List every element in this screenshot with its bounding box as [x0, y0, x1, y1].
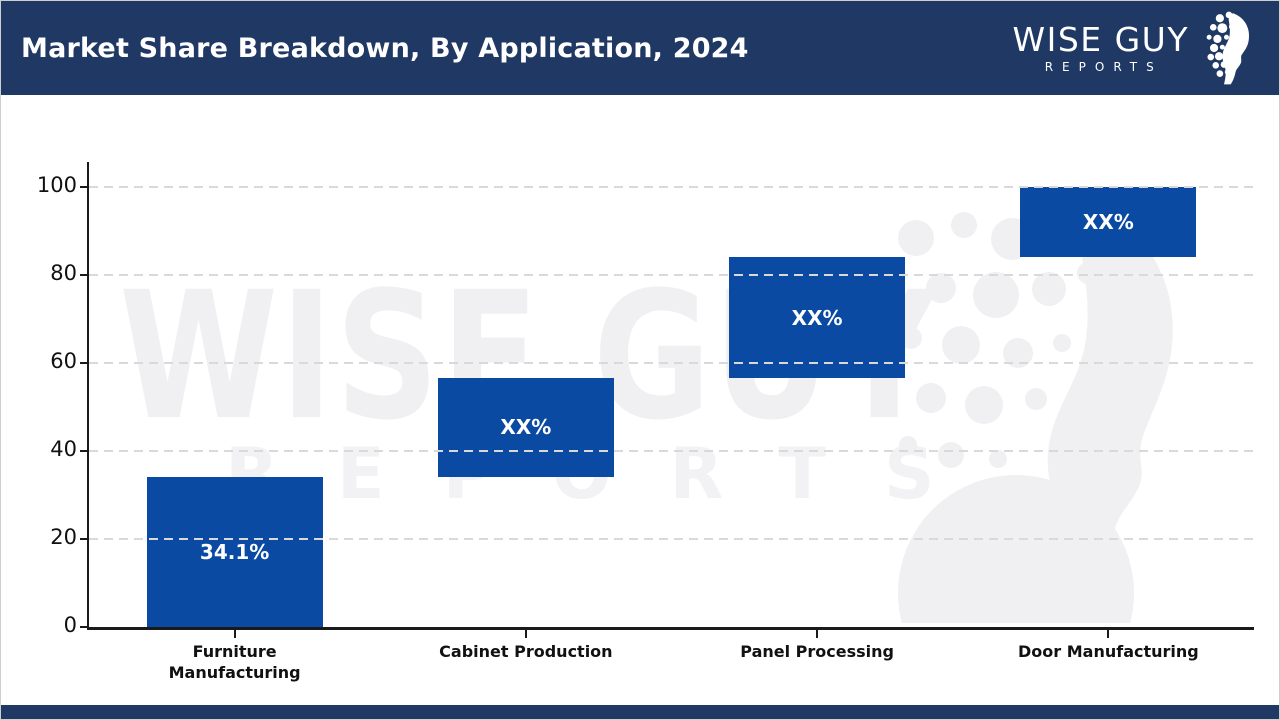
bar	[729, 257, 906, 378]
bar	[146, 476, 323, 627]
x-axis-line	[87, 627, 1254, 630]
x-tick-mark	[233, 630, 236, 638]
category-label: Door Manufacturing	[1018, 642, 1199, 661]
gridline	[89, 538, 1254, 540]
wise-guy-logo: WISE GUY REPORTS	[1012, 10, 1253, 86]
y-tick-mark	[80, 626, 89, 628]
y-tick-label: 40	[50, 437, 77, 461]
category-label: Cabinet Production	[439, 642, 613, 661]
chart-title: Market Share Breakdown, By Application, …	[21, 32, 749, 64]
logo-wise-guy-label: WISE GUY	[1012, 19, 1189, 59]
y-tick-mark	[80, 186, 89, 188]
logo-reports-label: REPORTS	[1044, 59, 1163, 74]
y-tick-label: 100	[36, 173, 77, 197]
gridline	[89, 450, 1254, 452]
category-label: Panel Processing	[740, 642, 894, 661]
y-axis-line	[87, 162, 89, 629]
gridline	[89, 186, 1254, 188]
bar-label: XX%	[500, 415, 552, 440]
y-tick-mark	[80, 274, 89, 276]
bar-label: 34.1%	[199, 539, 270, 564]
x-tick-mark	[524, 630, 527, 638]
y-tick-label: 0	[63, 613, 77, 637]
y-tick-label: 80	[50, 261, 77, 285]
y-tick-mark	[80, 450, 89, 452]
y-tick-label: 20	[50, 525, 77, 549]
gridline	[89, 362, 1254, 364]
footer-bar	[1, 705, 1279, 719]
x-tick-mark	[816, 630, 819, 638]
bar-label: XX%	[791, 305, 843, 330]
header-bar: Market Share Breakdown, By Application, …	[1, 1, 1279, 95]
bar	[1020, 187, 1197, 258]
x-tick-mark	[1107, 630, 1110, 638]
category-label: Furniture Manufacturing	[168, 642, 301, 682]
gridline	[89, 274, 1254, 276]
wise-guy-logo-text: WISE GUY REPORTS	[1012, 23, 1189, 74]
y-tick-label: 60	[50, 349, 77, 373]
bar	[437, 377, 614, 477]
y-tick-mark	[80, 362, 89, 364]
y-tick-mark	[80, 538, 89, 540]
bar-label: XX%	[1082, 210, 1134, 235]
wise-guy-face-icon	[1206, 11, 1250, 85]
